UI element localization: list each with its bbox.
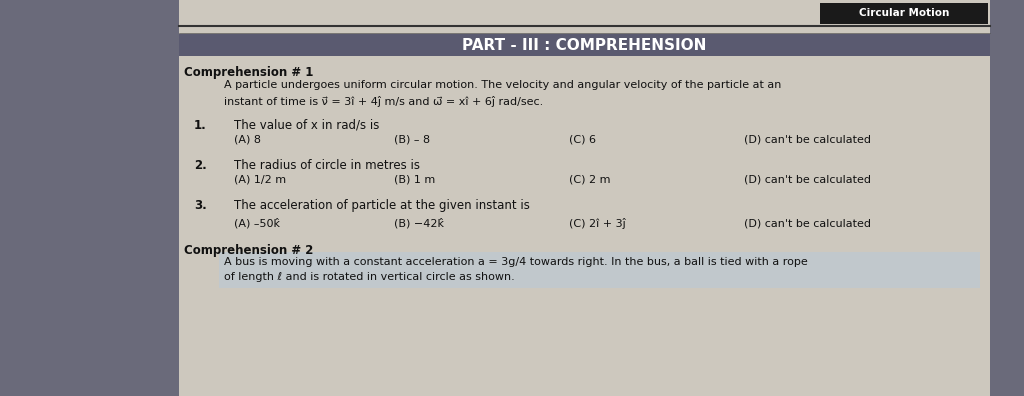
Text: The acceleration of particle at the given instant is: The acceleration of particle at the give… (234, 199, 529, 212)
Text: of length ℓ and is rotated in vertical circle as shown.: of length ℓ and is rotated in vertical c… (224, 272, 515, 282)
Text: (D) can't be calculated: (D) can't be calculated (744, 175, 871, 185)
Text: (D) can't be calculated: (D) can't be calculated (744, 135, 871, 145)
Text: (C) 2 m: (C) 2 m (569, 175, 610, 185)
Text: (B) −42k̂: (B) −42k̂ (394, 218, 444, 228)
Text: (B) – 8: (B) – 8 (394, 135, 430, 145)
Text: PART - III : COMPREHENSION: PART - III : COMPREHENSION (462, 38, 707, 53)
Text: A bus is moving with a constant acceleration a = 3g/4 towards right. In the bus,: A bus is moving with a constant accelera… (224, 257, 808, 267)
Text: instant of time is ν⃗ = 3î + 4ĵ m/s and ω⃗ = xî + 6ĵ rad/sec.: instant of time is ν⃗ = 3î + 4ĵ m/s and … (224, 96, 544, 107)
Text: (B) 1 m: (B) 1 m (394, 175, 435, 185)
Text: 3.: 3. (194, 199, 207, 212)
Text: The radius of circle in metres is: The radius of circle in metres is (234, 159, 420, 172)
Text: A particle undergoes uniform circular motion. The velocity and angular velocity : A particle undergoes uniform circular mo… (224, 80, 781, 90)
Text: (D) can't be calculated: (D) can't be calculated (744, 218, 871, 228)
FancyBboxPatch shape (820, 3, 988, 24)
FancyBboxPatch shape (179, 0, 990, 396)
Text: (C) 2î + 3ĵ: (C) 2î + 3ĵ (569, 218, 626, 229)
Text: 1.: 1. (194, 119, 207, 132)
FancyBboxPatch shape (219, 252, 980, 288)
FancyBboxPatch shape (179, 34, 990, 56)
Text: Circular Motion: Circular Motion (859, 8, 949, 19)
Text: (A) 8: (A) 8 (234, 135, 261, 145)
Text: (A) –50k̂: (A) –50k̂ (234, 218, 280, 228)
Text: The value of x in rad/s is: The value of x in rad/s is (234, 119, 379, 132)
Text: 2.: 2. (194, 159, 207, 172)
Text: Comprehension # 2: Comprehension # 2 (184, 244, 313, 257)
Text: Comprehension # 1: Comprehension # 1 (184, 66, 313, 79)
Text: (A) 1/2 m: (A) 1/2 m (234, 175, 286, 185)
Text: (C) 6: (C) 6 (569, 135, 596, 145)
